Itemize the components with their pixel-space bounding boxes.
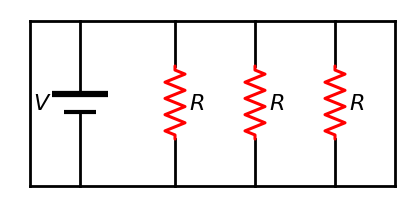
- Text: $R$: $R$: [189, 94, 204, 114]
- Text: $R$: $R$: [269, 94, 284, 114]
- Text: $R$: $R$: [349, 94, 364, 114]
- Text: $V$: $V$: [33, 94, 51, 114]
